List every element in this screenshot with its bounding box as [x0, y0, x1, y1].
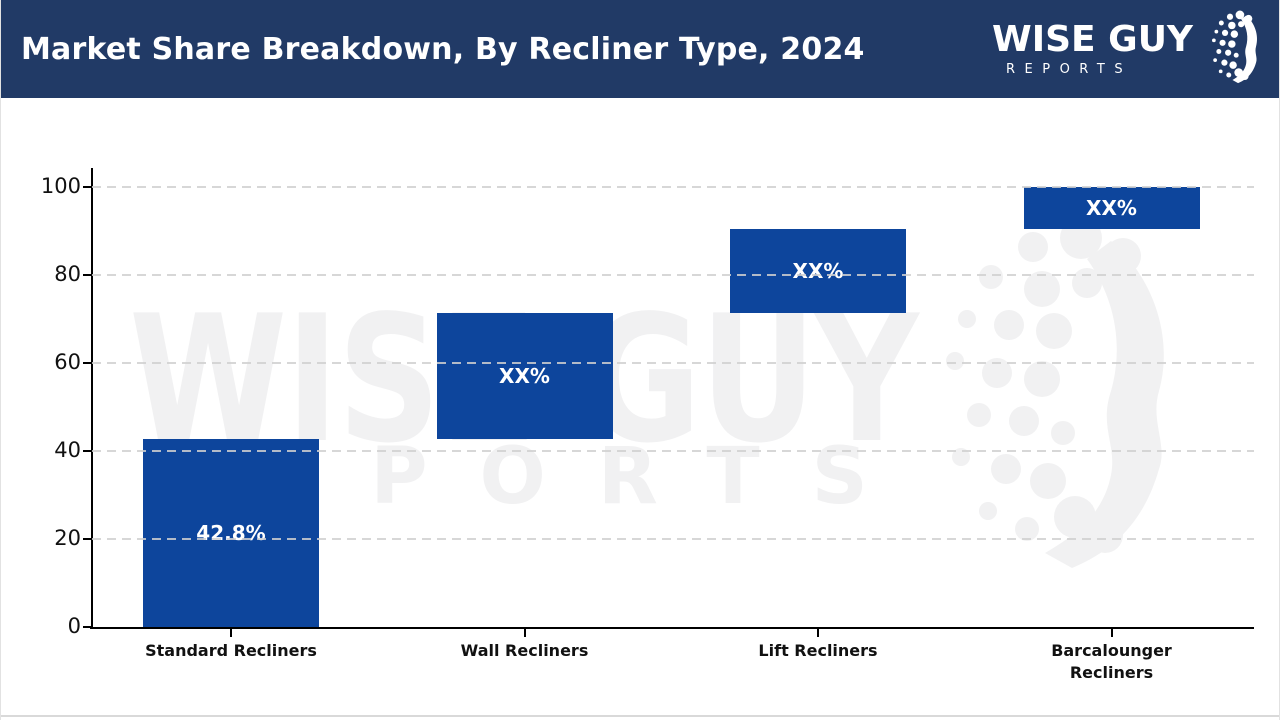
y-axis-line [91, 168, 93, 629]
gridline-40 [92, 450, 1254, 452]
x-tick-mark [1110, 629, 1113, 637]
bar-standard-recliners: 42.8% [143, 438, 319, 627]
x-tick-mark [230, 629, 232, 637]
bar-lift-recliners: XX% [730, 228, 906, 313]
gridline-60 [92, 362, 1254, 364]
bar-value-label: XX% [1086, 195, 1137, 220]
x-tick-label: Standard Recliners [145, 641, 317, 660]
y-tick-label: 100 [40, 174, 81, 198]
y-tick-mark [83, 186, 91, 188]
y-tick-label: 20 [54, 526, 81, 550]
y-tick-label: 40 [54, 438, 81, 462]
y-tick-label: 60 [54, 350, 81, 374]
brand-subname: REPORTS [1005, 62, 1133, 77]
y-tick-mark [83, 450, 91, 452]
bar-value-label: XX% [499, 363, 550, 388]
header-band: Market Share Breakdown, By Recliner Type… [1, 0, 1279, 98]
bar-wall-recliners: XX% [436, 312, 613, 439]
bar-value-label: XX% [792, 258, 844, 283]
y-tick-label: 80 [54, 262, 81, 286]
x-axis-line [90, 627, 1254, 629]
bar-value-label: 42.8% [196, 520, 266, 545]
x-tick-mark [817, 629, 819, 637]
y-tick-mark [83, 362, 91, 364]
head-dots-icon [1212, 10, 1258, 84]
x-tick-label: Wall Recliners [460, 641, 589, 660]
y-tick-mark [83, 538, 91, 540]
brand-name: WISE GUY [991, 19, 1193, 60]
y-tick-mark [83, 626, 91, 628]
brand-logo-text: WISE GUY REPORTS [991, 19, 1193, 77]
bottom-rule [1, 715, 1279, 717]
gridline-20 [92, 538, 1254, 540]
bar-barcalounger-recliners: XX% [1023, 187, 1200, 229]
y-tick-label: 0 [67, 614, 81, 638]
x-tick-mark [523, 629, 526, 637]
gridline-100 [92, 186, 1254, 188]
x-tick-label: Lift Recliners [758, 641, 878, 660]
gridline-80 [92, 274, 1254, 276]
y-tick-mark [83, 274, 91, 276]
page-title: Market Share Breakdown, By Recliner Type… [21, 31, 865, 67]
watermark-head-dots-icon [946, 222, 1164, 568]
x-tick-label: Barcalounger Recliners [1051, 641, 1172, 682]
brand-logo: WISE GUY REPORTS [992, 7, 1261, 91]
